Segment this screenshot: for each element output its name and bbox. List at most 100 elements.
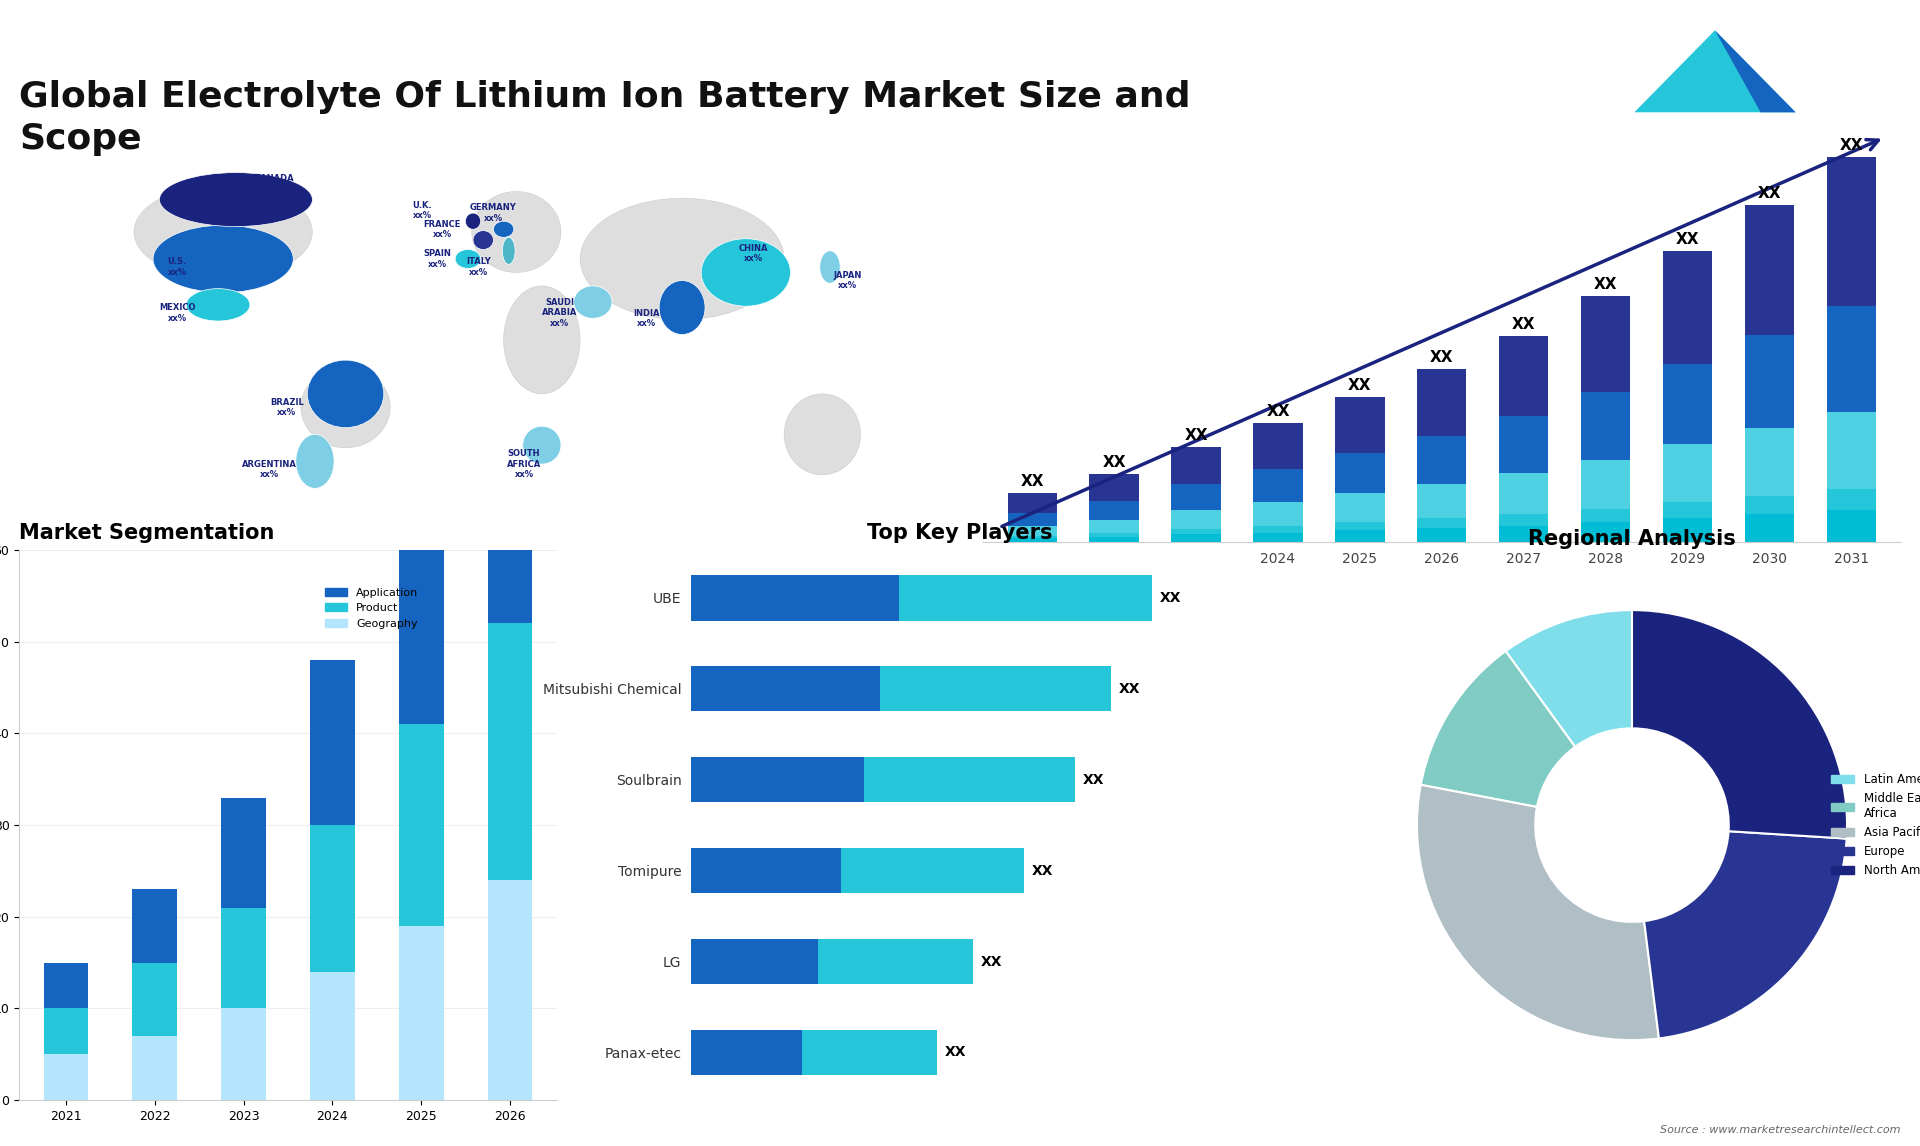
- Bar: [221, 798, 265, 908]
- Bar: [1663, 251, 1713, 364]
- Text: MARKET
RESEARCH
INTELLECT: MARKET RESEARCH INTELLECT: [1807, 44, 1864, 80]
- Bar: [399, 926, 444, 1100]
- Bar: [1500, 515, 1548, 526]
- Bar: [1828, 306, 1876, 413]
- Bar: [132, 963, 177, 1036]
- Ellipse shape: [159, 173, 313, 227]
- Bar: [1254, 423, 1302, 469]
- Text: SPAIN
xx%: SPAIN xx%: [424, 249, 451, 268]
- Bar: [1582, 509, 1630, 523]
- Bar: [488, 880, 532, 1100]
- Bar: [1745, 205, 1795, 335]
- Bar: [1582, 523, 1630, 542]
- Polygon shape: [1634, 31, 1795, 112]
- Bar: [1254, 533, 1302, 542]
- Text: BRAZIL
xx%: BRAZIL xx%: [271, 398, 303, 417]
- Bar: [1008, 539, 1056, 542]
- Text: SAUDI
ARABIA
xx%: SAUDI ARABIA xx%: [541, 298, 578, 328]
- Bar: [1008, 493, 1056, 513]
- Bar: [1500, 473, 1548, 515]
- Text: XX: XX: [1759, 186, 1782, 201]
- Ellipse shape: [522, 426, 561, 464]
- Text: XX: XX: [1594, 277, 1617, 292]
- Ellipse shape: [701, 238, 791, 306]
- Bar: [1008, 526, 1056, 535]
- Bar: [1171, 510, 1221, 529]
- Ellipse shape: [301, 367, 390, 448]
- Ellipse shape: [296, 434, 334, 488]
- Bar: [1334, 523, 1384, 531]
- Text: INDIA
xx%: INDIA xx%: [634, 308, 660, 328]
- Bar: [311, 972, 355, 1100]
- Bar: [691, 666, 879, 712]
- Bar: [1254, 502, 1302, 526]
- Text: MEXICO
xx%: MEXICO xx%: [159, 304, 196, 323]
- Bar: [864, 756, 1075, 802]
- Bar: [1745, 515, 1795, 542]
- Bar: [1334, 493, 1384, 523]
- Ellipse shape: [455, 250, 480, 268]
- Bar: [1745, 496, 1795, 515]
- Text: CANADA
xx%: CANADA xx%: [253, 174, 294, 193]
- Bar: [1089, 533, 1139, 536]
- Bar: [1500, 526, 1548, 542]
- Bar: [1089, 519, 1139, 533]
- Bar: [899, 575, 1152, 620]
- Text: JAPAN
xx%: JAPAN xx%: [833, 270, 862, 290]
- Bar: [311, 660, 355, 825]
- Bar: [1828, 489, 1876, 510]
- Text: XX: XX: [1020, 474, 1044, 489]
- Bar: [1008, 513, 1056, 526]
- Bar: [1828, 157, 1876, 306]
- Title: Top Key Players: Top Key Players: [868, 523, 1052, 543]
- Text: CHINA
xx%: CHINA xx%: [739, 244, 768, 264]
- Text: XX: XX: [1031, 864, 1054, 878]
- Bar: [1334, 531, 1384, 542]
- Bar: [1008, 535, 1056, 539]
- Bar: [1171, 484, 1221, 510]
- Bar: [1745, 427, 1795, 496]
- Text: XX: XX: [1083, 772, 1104, 786]
- Text: XX: XX: [1119, 682, 1140, 696]
- Ellipse shape: [493, 221, 515, 237]
- Ellipse shape: [472, 191, 561, 273]
- Text: XX: XX: [1160, 591, 1181, 605]
- Ellipse shape: [580, 198, 783, 320]
- Text: XX: XX: [1513, 317, 1536, 332]
- Bar: [399, 495, 444, 724]
- Bar: [311, 825, 355, 972]
- Text: XX: XX: [1430, 351, 1453, 366]
- Text: SOUTH
AFRICA
xx%: SOUTH AFRICA xx%: [507, 449, 541, 479]
- Ellipse shape: [307, 360, 384, 427]
- Ellipse shape: [503, 237, 515, 265]
- Ellipse shape: [783, 394, 860, 474]
- Text: U.K.
xx%: U.K. xx%: [413, 201, 432, 220]
- Text: XX: XX: [1676, 233, 1699, 248]
- Bar: [1663, 444, 1713, 502]
- Ellipse shape: [820, 251, 841, 283]
- Bar: [132, 889, 177, 963]
- Bar: [44, 1054, 88, 1100]
- Bar: [1582, 297, 1630, 392]
- Text: GERMANY
xx%: GERMANY xx%: [470, 203, 516, 222]
- Bar: [132, 1036, 177, 1100]
- Ellipse shape: [134, 185, 313, 280]
- Text: XX: XX: [1102, 455, 1125, 471]
- Bar: [1828, 510, 1876, 542]
- Bar: [44, 963, 88, 1008]
- Text: XX: XX: [1265, 403, 1290, 418]
- Ellipse shape: [503, 286, 580, 394]
- Ellipse shape: [574, 286, 612, 319]
- Bar: [1334, 398, 1384, 453]
- Bar: [1582, 460, 1630, 509]
- Ellipse shape: [154, 226, 294, 292]
- Bar: [691, 848, 841, 894]
- Bar: [1663, 502, 1713, 518]
- Bar: [1417, 484, 1467, 518]
- Bar: [1171, 447, 1221, 484]
- Bar: [691, 575, 899, 620]
- Wedge shape: [1632, 610, 1847, 839]
- Ellipse shape: [659, 281, 705, 335]
- Bar: [1663, 364, 1713, 444]
- Bar: [1171, 534, 1221, 542]
